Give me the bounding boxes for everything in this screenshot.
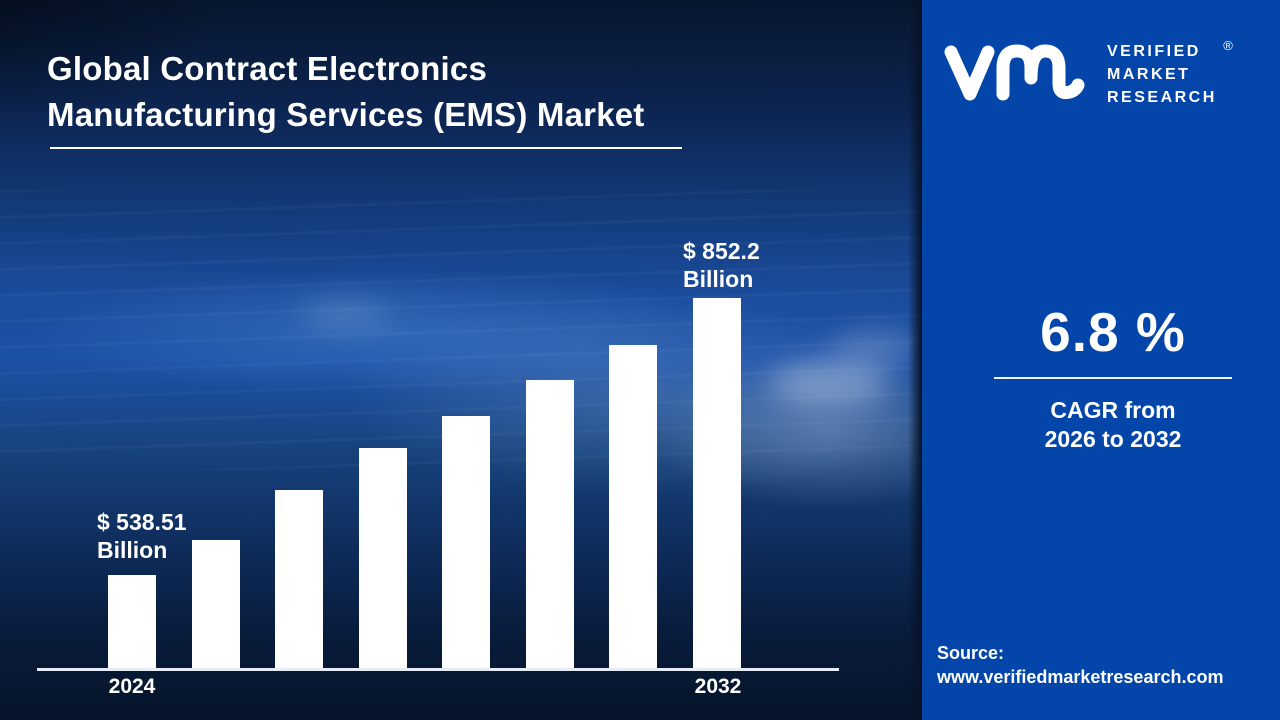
brand-wordmark: ® VERIFIED MARKET RESEARCH — [1107, 38, 1233, 109]
registered-trademark-icon: ® — [1223, 37, 1233, 53]
source-block: Source: www.verifiedmarketresearch.com — [937, 641, 1223, 689]
vmr-monogram-icon — [944, 44, 1085, 101]
start-value-unit: Billion — [97, 537, 168, 563]
brand-word-research: RESEARCH — [1107, 88, 1217, 106]
cagr-divider — [994, 377, 1232, 379]
cagr-caption: CAGR from 2026 to 2032 — [946, 396, 1280, 454]
x-axis-line — [37, 668, 839, 671]
cagr-caption-line2: 2026 to 2032 — [1044, 426, 1182, 452]
cagr-value: 6.8 % — [1040, 301, 1186, 363]
right-panel: ® VERIFIED MARKET RESEARCH 6.8 % CAGR fr… — [922, 0, 1280, 720]
end-value-unit: Billion — [683, 266, 754, 292]
page-title: Global Contract Electronics Manufacturin… — [47, 46, 645, 138]
page-title-line2: Manufacturing Services (EMS) Market — [47, 96, 645, 133]
end-value-label: $ 852.2 Billion — [683, 237, 760, 293]
bar — [191, 540, 240, 668]
bar — [692, 298, 741, 668]
bar — [108, 575, 156, 668]
cagr-caption-line1: CAGR from — [1050, 397, 1176, 423]
end-value-amount: $ 852.2 — [683, 238, 760, 264]
bars-row — [108, 298, 741, 668]
source-label: Source: — [937, 643, 1005, 663]
title-underline — [50, 147, 682, 149]
smoke-plume — [830, 330, 920, 364]
source-website: www.verifiedmarketresearch.com — [937, 667, 1224, 687]
brand-word-verified: VERIFIED — [1107, 42, 1201, 60]
start-value-amount: $ 538.51 — [97, 509, 187, 535]
brand-logo: ® VERIFIED MARKET RESEARCH — [943, 36, 1233, 112]
bar — [442, 416, 490, 668]
smoke-plume — [770, 360, 890, 406]
x-tick-2024: 2024 — [108, 675, 156, 698]
bar — [358, 448, 407, 668]
smoke-plume — [300, 300, 390, 326]
bar — [275, 490, 323, 668]
brand-word-market: MARKET — [1107, 65, 1191, 83]
page-title-line1: Global Contract Electronics — [47, 50, 487, 87]
start-value-label: $ 538.51 Billion — [97, 508, 187, 564]
cagr-block: 6.8 % CAGR from 2026 to 2032 — [946, 300, 1280, 454]
x-tick-2032: 2032 — [694, 675, 742, 698]
bar — [525, 380, 574, 668]
bar — [609, 345, 657, 668]
panel-edge-shadow — [908, 0, 922, 720]
